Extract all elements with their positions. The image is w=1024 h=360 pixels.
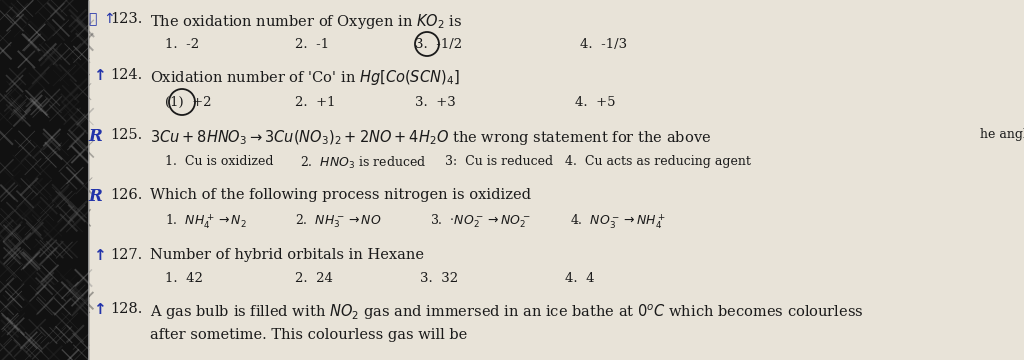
Text: 123.: 123. [110,12,142,26]
Text: 4.  +5: 4. +5 [575,96,615,109]
Text: after sometime. This colourless gas will be: after sometime. This colourless gas will… [150,328,467,342]
Text: ↑: ↑ [93,302,105,317]
Text: 4.  4: 4. 4 [565,272,595,285]
Text: Number of hybrid orbitals in Hexane: Number of hybrid orbitals in Hexane [150,248,424,262]
Text: A gas bulb is filled with $NO_2$ gas and immersed in an ice bathe at $0^oC$ whic: A gas bulb is filled with $NO_2$ gas and… [150,302,863,321]
Text: 3.  +3: 3. +3 [415,96,456,109]
Text: (1)  +2: (1) +2 [165,96,212,109]
Text: 2.  $HNO_3$ is reduced: 2. $HNO_3$ is reduced [300,155,426,171]
Text: 1.  42: 1. 42 [165,272,203,285]
Text: 3.  $\cdot NO_2^-\rightarrow NO_2^-$: 3. $\cdot NO_2^-\rightarrow NO_2^-$ [430,212,530,230]
Text: ↑: ↑ [93,68,105,83]
Bar [0,0,88,360]
Text: 3.  -1/2: 3. -1/2 [415,38,462,51]
Text: Which of the following process nitrogen is oxidized: Which of the following process nitrogen … [150,188,531,202]
Text: he angle betwe: he angle betwe [980,128,1024,141]
Text: ↑: ↑ [93,248,105,263]
Text: 4.  Cu acts as reducing agent: 4. Cu acts as reducing agent [565,155,751,168]
Text: 2.  -1: 2. -1 [295,38,329,51]
Text: 1.  -2: 1. -2 [165,38,199,51]
Text: 124.: 124. [110,68,142,82]
Text: Oxidation number of 'Co' in $Hg\left[Co(SCN)_4\right]$: Oxidation number of 'Co' in $Hg\left[Co(… [150,68,460,87]
Text: The oxidation number of Oxygen in $KO_2$ is: The oxidation number of Oxygen in $KO_2$… [150,12,463,31]
Text: 2.  +1: 2. +1 [295,96,336,109]
Text: 4.  $NO_3^-\rightarrow NH_4^+$: 4. $NO_3^-\rightarrow NH_4^+$ [570,212,666,231]
Text: R: R [88,188,101,205]
Text: ↑: ↑ [103,12,115,26]
Text: 127.: 127. [110,248,142,262]
Text: 1.  $NH_4^+\rightarrow N_2$: 1. $NH_4^+\rightarrow N_2$ [165,212,247,231]
Text: 3.  32: 3. 32 [420,272,458,285]
Text: 1.  Cu is oxidized: 1. Cu is oxidized [165,155,273,168]
Text: 2.  $NH_3^-\rightarrow NO$: 2. $NH_3^-\rightarrow NO$ [295,212,382,230]
Text: 125.: 125. [110,128,142,142]
Text: 3:  Cu is reduced: 3: Cu is reduced [445,155,553,168]
Text: R: R [88,128,101,145]
Text: 象: 象 [88,12,96,26]
Text: 126.: 126. [110,188,142,202]
Text: 128.: 128. [110,302,142,316]
Text: 2.  24: 2. 24 [295,272,333,285]
Text: $3Cu+8HNO_3\rightarrow 3Cu(NO_3)_2+2NO+4H_2O$ the wrong statement for the above: $3Cu+8HNO_3\rightarrow 3Cu(NO_3)_2+2NO+4… [150,128,712,147]
Text: 4.  -1/3: 4. -1/3 [580,38,627,51]
